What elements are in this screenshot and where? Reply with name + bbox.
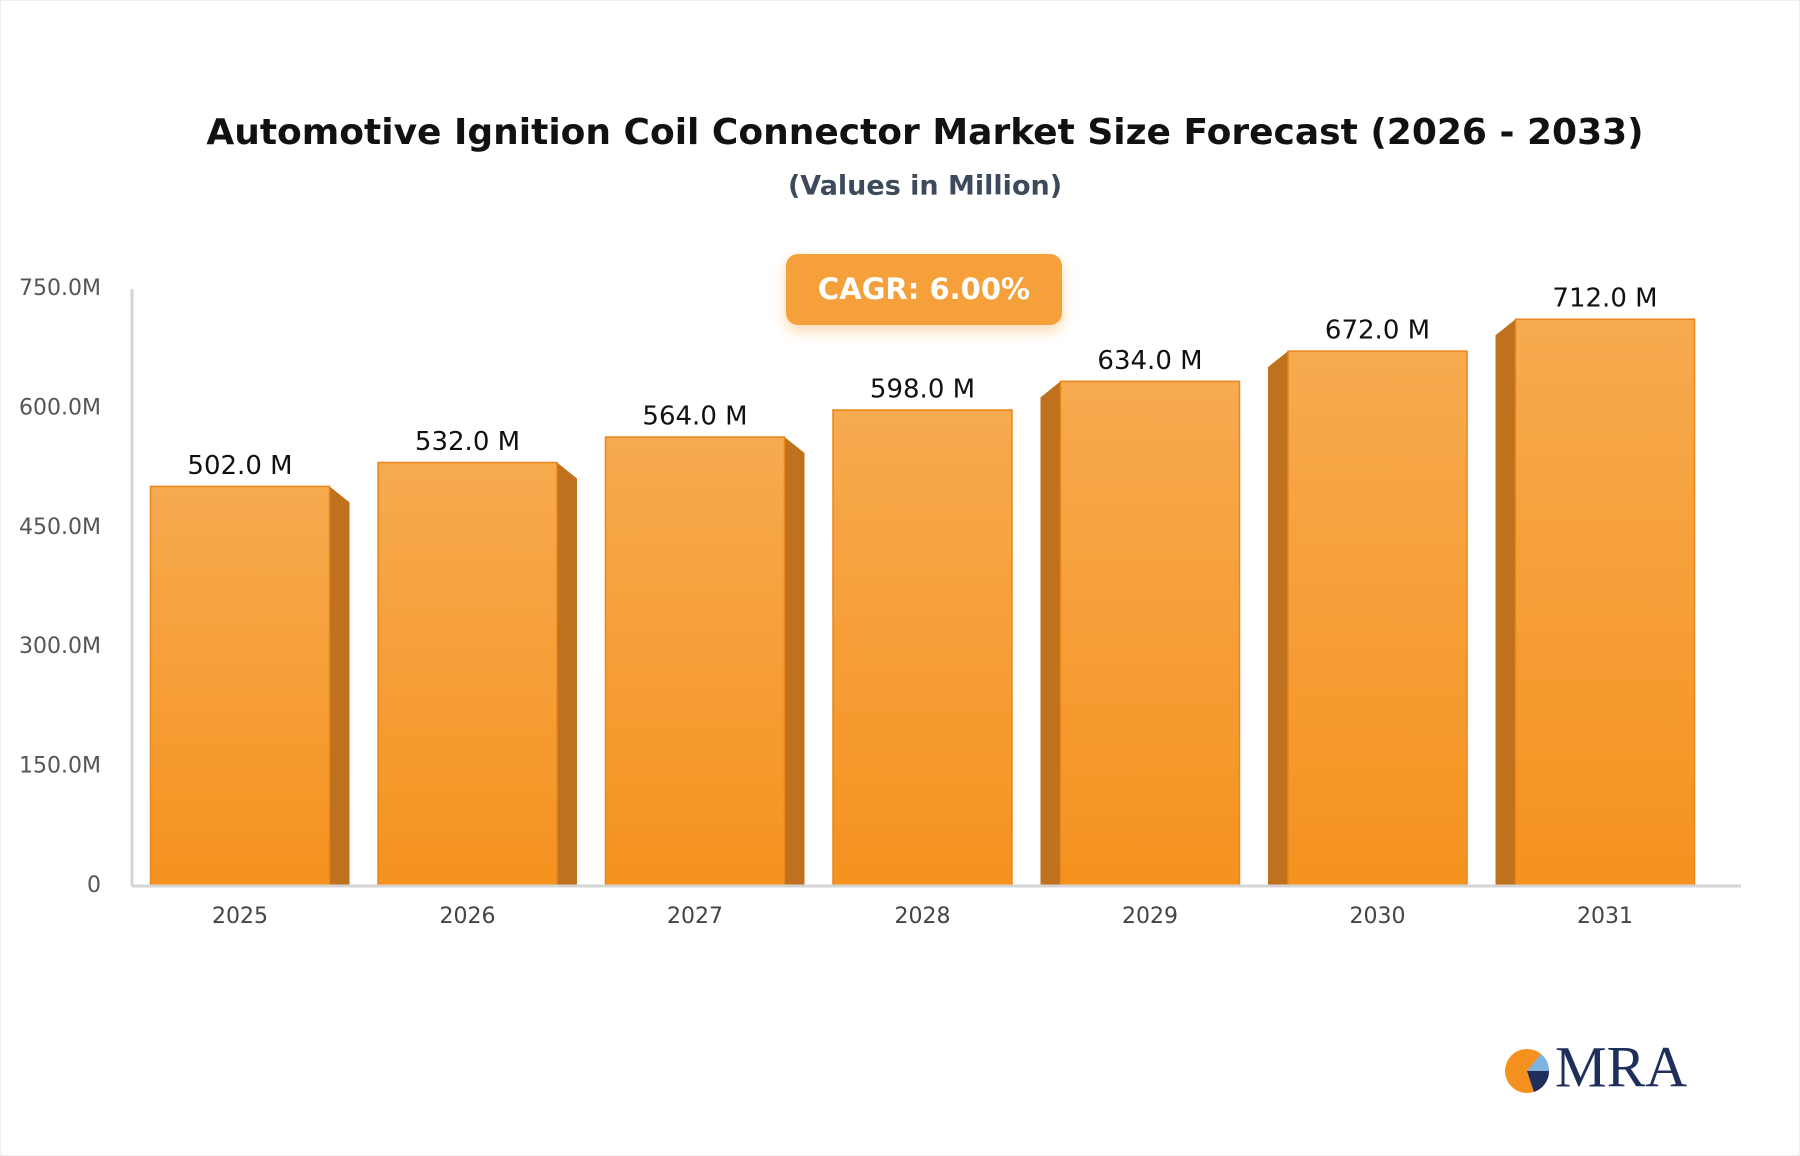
logo-slice [1527, 1054, 1549, 1071]
annotation-box [786, 254, 1062, 325]
y-tick-label: 150.0M [19, 754, 101, 779]
chart-subtitle: (Values in Million) [788, 171, 1062, 202]
chart-title: Automotive Ignition Coil Connector Marke… [206, 112, 1643, 153]
value-label: 634.0 M [1097, 346, 1202, 376]
bar-side [784, 437, 805, 886]
bar-side [1495, 319, 1516, 886]
bar [832, 409, 1013, 887]
value-label: 598.0 M [870, 374, 975, 404]
bar [377, 461, 558, 887]
bar [604, 436, 786, 887]
y-tick-label: 0 [87, 873, 101, 898]
x-tick-label: 2027 [667, 904, 723, 929]
bar-side [1040, 381, 1061, 886]
value-label: 712.0 M [1552, 284, 1657, 314]
logo-slice [1527, 1071, 1550, 1092]
bar [1287, 350, 1468, 887]
bar-side [557, 462, 577, 886]
bar-side [1268, 351, 1288, 886]
value-label: 672.0 M [1325, 316, 1430, 346]
logo-text: MRA [1555, 1034, 1687, 1099]
x-tick-label: 2025 [212, 904, 268, 929]
bar [1059, 380, 1241, 887]
bar [149, 485, 331, 887]
bar [1514, 318, 1696, 887]
annotation: CAGR: 6.00% [818, 272, 1030, 306]
x-tick-label: 2029 [1122, 904, 1178, 929]
logo: MRA [1505, 1034, 1687, 1099]
bar-side [329, 486, 350, 886]
value-label: 564.0 M [642, 402, 747, 432]
y-tick-label: 450.0M [19, 515, 101, 540]
value-label: 502.0 M [187, 451, 292, 481]
x-tick-label: 2031 [1577, 904, 1633, 929]
y-tick-label: 750.0M [19, 276, 101, 301]
value-label: 532.0 M [415, 427, 520, 457]
x-tick-label: 2028 [895, 904, 951, 929]
y-tick-label: 300.0M [19, 634, 101, 659]
x-tick-label: 2026 [440, 904, 496, 929]
y-tick-label: 600.0M [19, 395, 101, 420]
x-tick-label: 2030 [1350, 904, 1406, 929]
